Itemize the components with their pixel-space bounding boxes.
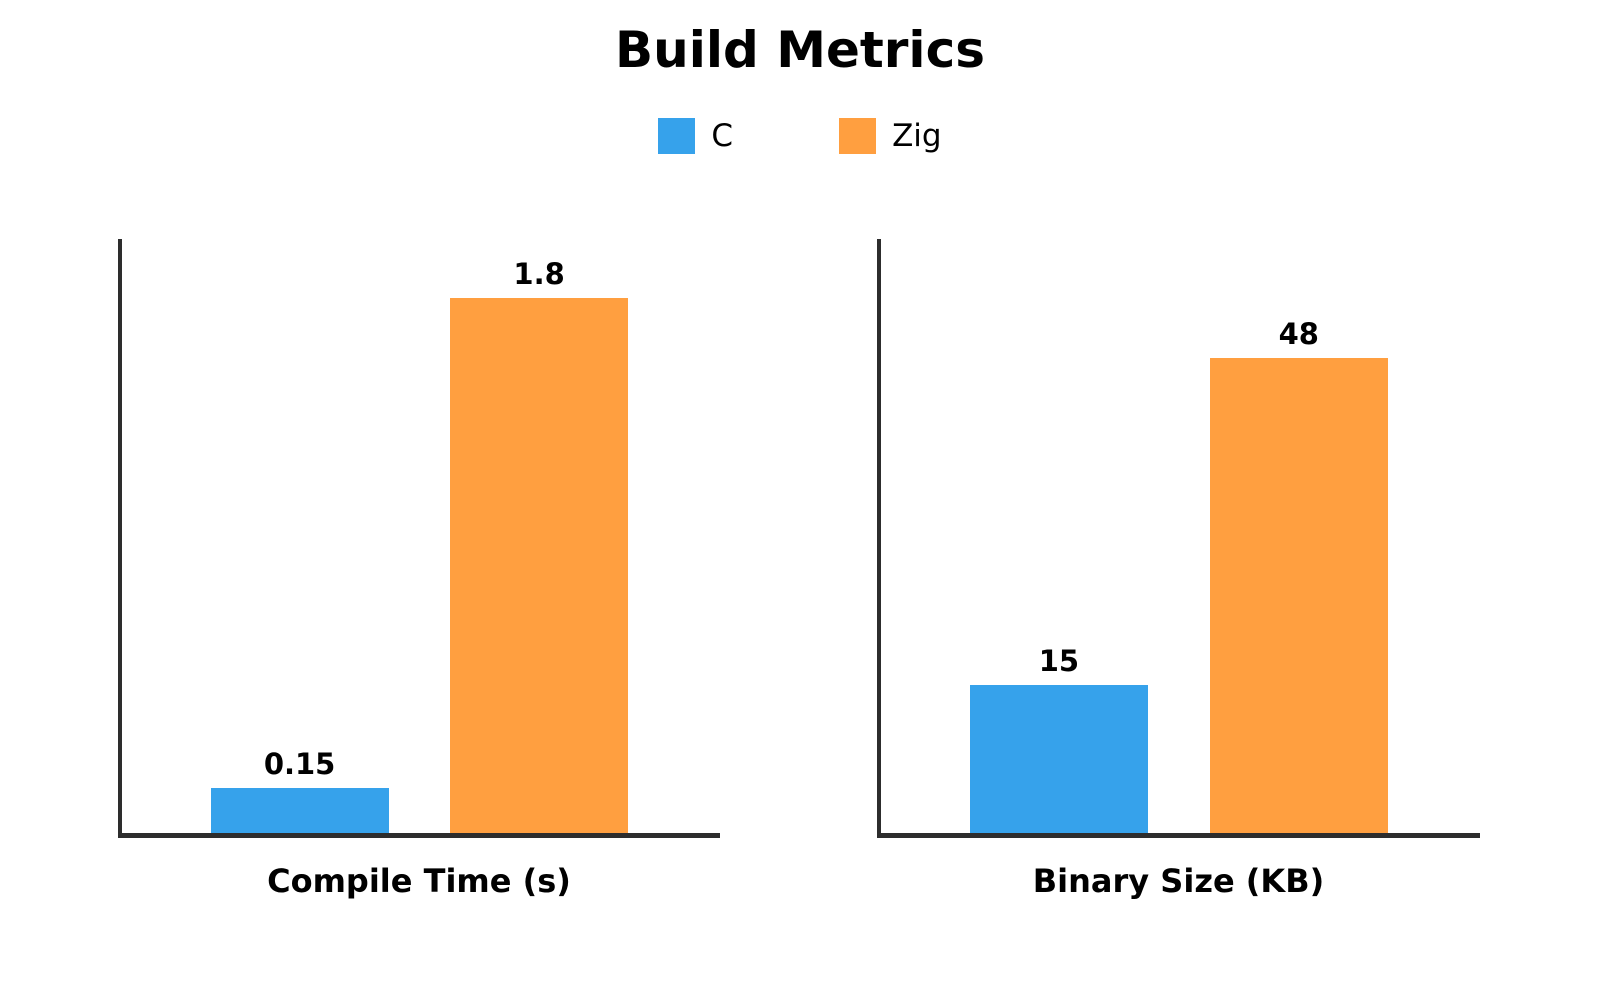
plot-area-binary-size: 15 48 [877,239,1480,838]
legend-item-c: C [658,118,733,154]
legend-label-c: C [711,118,734,154]
bar-c [969,684,1149,833]
plot-area-compile-time: 0.15 1.8 [118,239,720,838]
bar-c [210,788,389,833]
bar-value-label-c: 0.15 [263,747,336,782]
bars-container-binary-size: 15 48 [881,239,1480,833]
bar-value-label-zig: 1.8 [513,257,565,292]
x-axis-label-binary-size: Binary Size (KB) [1032,862,1325,900]
bars-container-compile-time: 0.15 1.8 [122,239,720,833]
bar-zig [1209,357,1389,833]
bar-zig [450,298,629,833]
bar-value-label-zig: 48 [1278,316,1319,351]
subplot-binary-size: 15 48 Binary Size (KB) [877,239,1480,900]
legend-label-zig: Zig [892,118,942,154]
chart-title: Build Metrics [615,21,985,79]
x-axis-label-compile-time: Compile Time (s) [267,862,571,900]
legend-swatch-zig [839,118,877,154]
legend-item-zig: Zig [839,118,942,154]
subplot-compile-time: 0.15 1.8 Compile Time (s) [118,239,720,900]
legend-swatch-c [658,118,696,154]
legend: C Zig [0,118,1600,154]
bar-value-label-c: 15 [1038,643,1080,678]
